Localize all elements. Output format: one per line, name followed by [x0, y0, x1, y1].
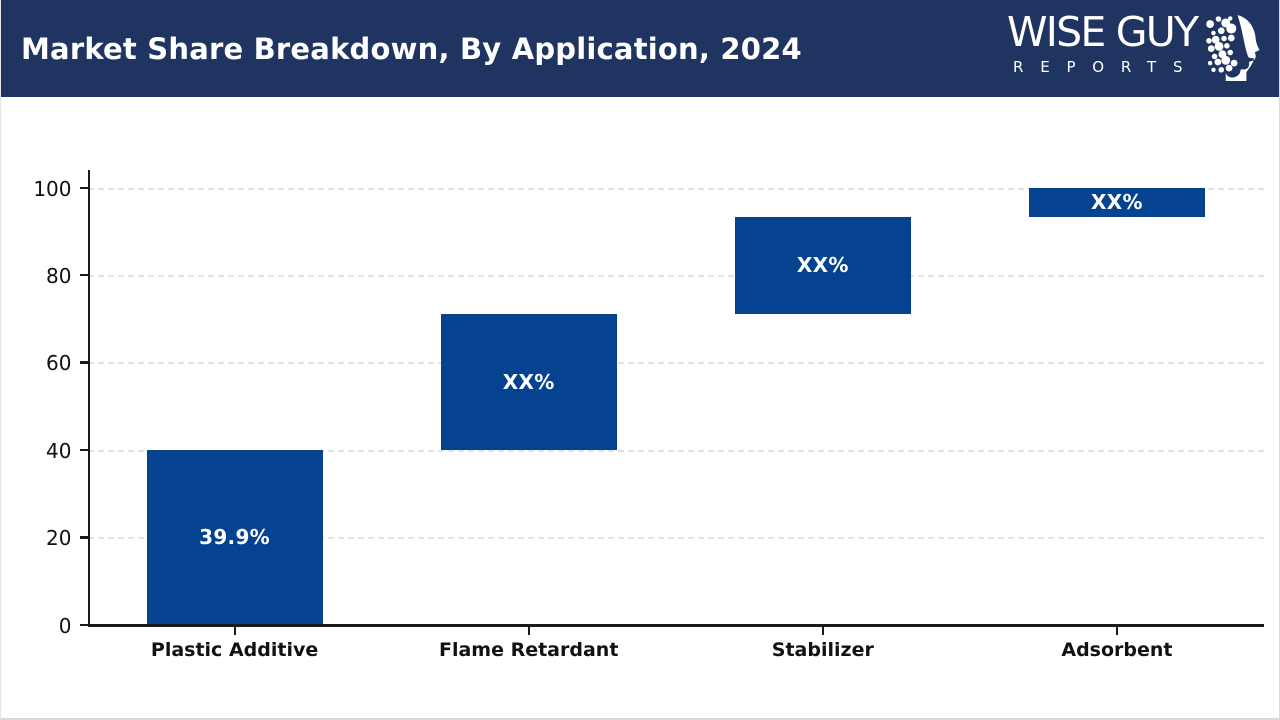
bar-flame-retardant: XX%: [440, 313, 617, 451]
gridline-100: [87, 187, 1264, 190]
x-axis-category-label: Stabilizer: [771, 638, 874, 661]
y-axis-tick-label: 80: [46, 263, 72, 288]
y-axis-tick-mark: [79, 623, 88, 626]
x-axis-tick-mark: [821, 626, 825, 635]
wise-guy-reports-logo: WISE GUY REPORTS: [1007, 8, 1279, 90]
x-axis-category-label: Plastic Additive: [150, 638, 319, 661]
y-axis-tick-mark: [79, 186, 88, 189]
chart-title: Market Share Breakdown, By Application, …: [21, 31, 802, 66]
bar-plastic-additive: 39.9%: [146, 450, 323, 625]
x-axis-line: [87, 623, 1264, 627]
x-axis-category-label: Flame Retardant: [438, 638, 619, 661]
bar-value-label: XX%: [796, 253, 849, 278]
logo-graphic: WISE GUY REPORTS: [1007, 8, 1260, 81]
gridline-40: [87, 449, 1264, 452]
bar-adsorbent: XX%: [1028, 187, 1205, 217]
y-axis-tick-label: 0: [58, 613, 72, 638]
x-axis-tick-mark: [1115, 626, 1119, 635]
gridline-80: [87, 274, 1264, 277]
y-axis-tick-label: 40: [46, 438, 72, 463]
gridline-20: [87, 537, 1264, 540]
y-axis-tick-mark: [79, 361, 88, 364]
x-axis-category-label: Adsorbent: [1061, 638, 1173, 661]
header-bar: Market Share Breakdown, By Application, …: [1, 0, 1279, 97]
y-axis-line: [87, 170, 90, 625]
logo-head-icon: [1206, 14, 1260, 81]
y-axis-tick-label: 20: [46, 526, 72, 551]
bar-value-label: XX%: [502, 369, 555, 394]
x-axis-tick-mark: [527, 626, 531, 635]
y-axis-tick-label: 60: [46, 351, 72, 376]
x-axis-tick-mark: [233, 626, 237, 635]
bar-value-label: 39.9%: [199, 525, 270, 550]
logo-wise-guy-text: WISE GUY: [1007, 8, 1200, 56]
y-axis-tick-label: 100: [33, 176, 72, 201]
y-axis-tick-mark: [79, 273, 88, 277]
gridline-60: [87, 362, 1264, 365]
bar-stabilizer: XX%: [734, 216, 911, 314]
y-axis-tick-mark: [79, 536, 88, 539]
y-axis-tick-mark: [79, 448, 88, 452]
plot-area: 0 20 40 60 80 100 39.9% Plastic Additive XX% Flam…: [1, 97, 1279, 718]
bar-value-label: XX%: [1091, 190, 1143, 215]
logo-reports-text: REPORTS: [1013, 58, 1193, 76]
